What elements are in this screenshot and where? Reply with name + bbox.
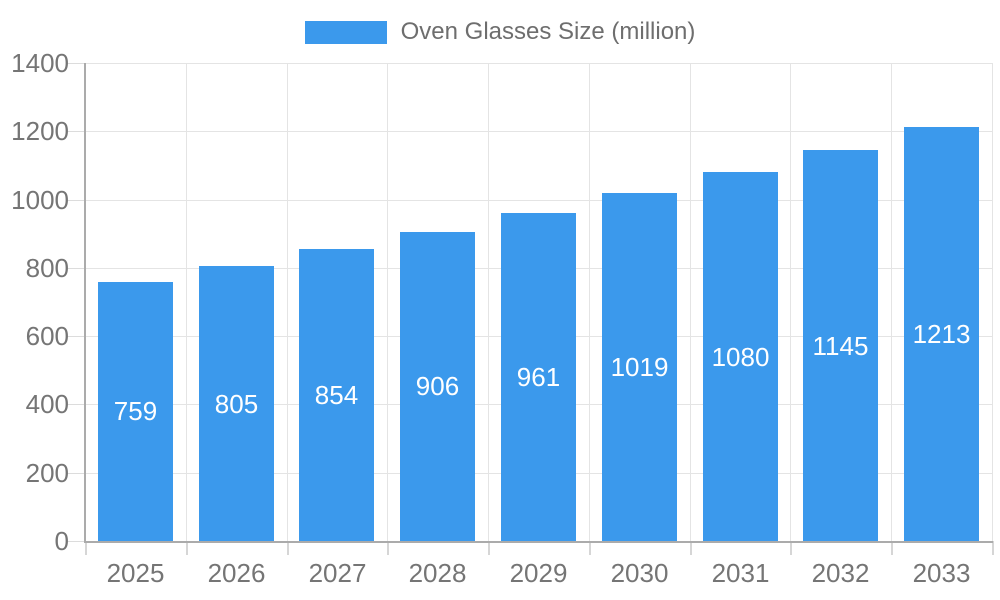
y-tick-label: 1400: [11, 48, 69, 78]
x-gridline: [992, 63, 993, 541]
x-tick-label: 2033: [912, 558, 971, 588]
bar-value-label: 854: [314, 380, 359, 410]
bar-value-label: 906: [415, 371, 460, 401]
y-axis-tick: [67, 268, 85, 269]
y-tick-label: 1000: [11, 185, 69, 215]
y-axis-tick: [67, 404, 85, 405]
x-axis-tick: [186, 541, 188, 555]
bar: [400, 232, 475, 541]
x-tick-label: 2025: [106, 558, 165, 588]
legend-swatch: [304, 20, 387, 44]
bar-value-label: 1080: [711, 342, 770, 372]
y-tick-label: 400: [25, 389, 69, 419]
x-tick-label: 2031: [711, 558, 770, 588]
legend-label: Oven Glasses Size (million): [400, 18, 696, 45]
bar-value-label: 805: [214, 389, 259, 419]
x-gridline: [690, 63, 691, 541]
y-axis-tick: [67, 473, 85, 474]
y-gridline: [85, 131, 992, 132]
x-axis-tick: [891, 541, 893, 555]
y-gridline: [85, 63, 992, 64]
x-tick-label: 2029: [509, 558, 568, 588]
y-tick-label: 200: [25, 458, 69, 488]
y-tick-label: 1200: [11, 116, 69, 146]
bar: [803, 150, 878, 541]
x-tick-label: 2026: [207, 558, 266, 588]
bar-value-label: 1145: [812, 331, 869, 361]
x-tick-label: 2030: [610, 558, 669, 588]
x-tick-label: 2027: [308, 558, 367, 588]
x-gridline: [790, 63, 791, 541]
y-axis-tick: [67, 200, 85, 201]
y-axis-tick: [67, 541, 85, 542]
chart-legend: Oven Glasses Size (million): [0, 18, 1000, 46]
x-gridline: [287, 63, 288, 541]
y-tick-label: 0: [54, 526, 69, 556]
bar: [299, 249, 374, 541]
x-gridline: [488, 63, 489, 541]
x-axis-tick: [790, 541, 792, 555]
bar: [501, 213, 576, 541]
y-axis-tick: [67, 63, 85, 64]
x-gridline: [186, 63, 187, 541]
bar-value-label: 759: [113, 396, 158, 426]
bar-value-label: 1213: [912, 319, 971, 349]
x-axis-tick: [488, 541, 490, 555]
x-axis-tick: [589, 541, 591, 555]
x-axis-line: [84, 541, 993, 543]
y-axis-tick: [67, 336, 85, 337]
bar: [703, 172, 778, 541]
y-tick-label: 800: [25, 253, 69, 283]
y-gridline: [85, 200, 992, 201]
bar-value-label: 961: [516, 362, 561, 392]
x-gridline: [891, 63, 892, 541]
y-tick-label: 600: [25, 321, 69, 351]
x-axis-tick: [387, 541, 389, 555]
x-axis-tick: [690, 541, 692, 555]
y-axis-tick: [67, 131, 85, 132]
bar: [602, 193, 677, 541]
y-axis-line: [84, 63, 86, 542]
x-axis-tick: [85, 541, 87, 555]
x-tick-label: 2032: [811, 558, 870, 588]
x-axis-tick: [287, 541, 289, 555]
x-gridline: [387, 63, 388, 541]
bar-value-label: 1019: [610, 352, 669, 382]
bar: [199, 266, 274, 541]
x-tick-label: 2028: [408, 558, 467, 588]
x-axis-tick: [992, 541, 994, 555]
bar: [904, 127, 979, 541]
bar: [98, 282, 173, 541]
x-gridline: [589, 63, 590, 541]
